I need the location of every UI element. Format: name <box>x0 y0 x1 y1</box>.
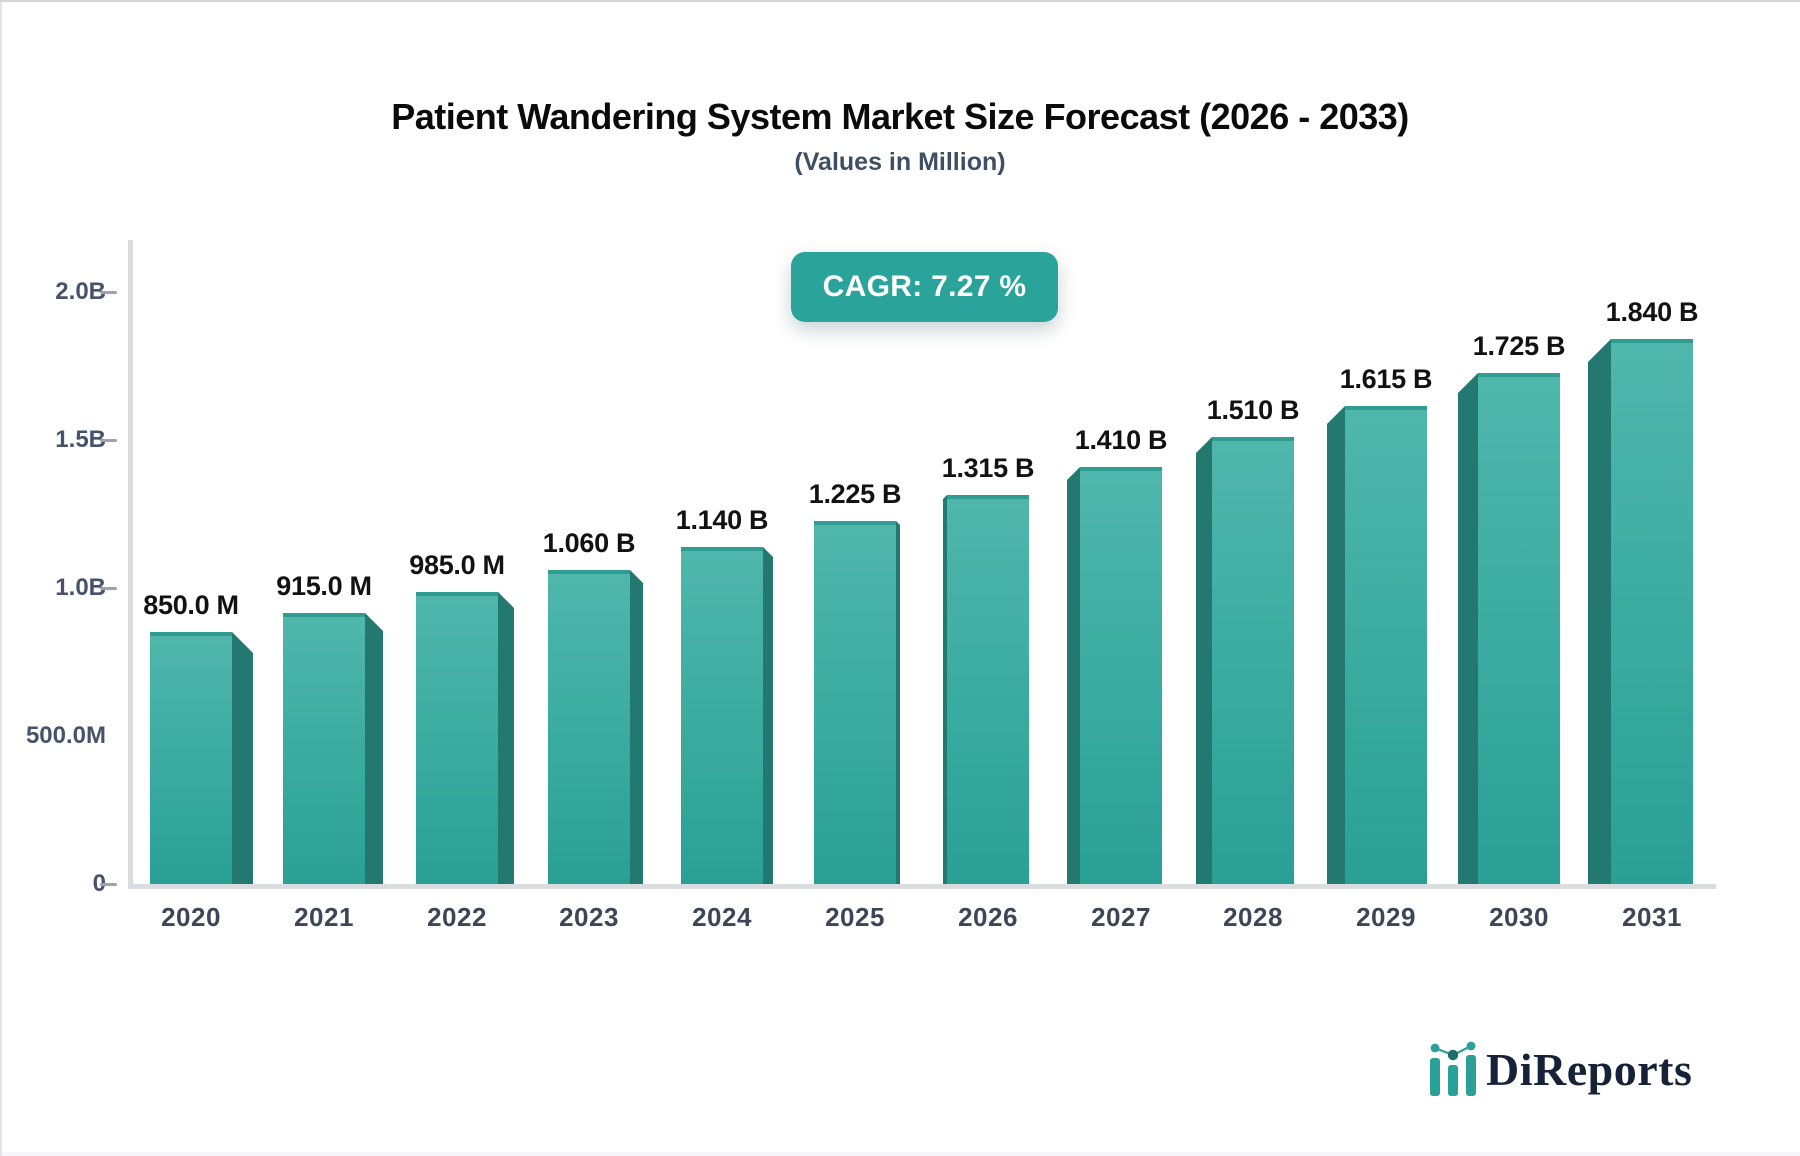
y-tick-dash <box>100 883 117 886</box>
bar-2023[interactable] <box>548 570 630 884</box>
x-axis-label-2028: 2028 <box>1223 902 1283 932</box>
bar-side-face <box>1458 373 1478 884</box>
chart-title: Patient Wandering System Market Size For… <box>391 96 1409 137</box>
bar-value-label: 1.615 B <box>1339 364 1433 394</box>
x-axis-line <box>128 884 1716 889</box>
bar-value-label: 1.140 B <box>675 505 769 535</box>
bar-2022[interactable] <box>416 592 498 884</box>
bar-value-label: 1.410 B <box>1074 425 1168 455</box>
bar-value-label: 1.840 B <box>1605 297 1699 327</box>
y-axis-line <box>128 240 133 889</box>
bar-side-face <box>232 632 253 884</box>
bar-value-label: 915.0 M <box>276 571 372 601</box>
bar-side-face <box>763 547 773 884</box>
x-axis-label-2022: 2022 <box>427 902 487 932</box>
bar-2027[interactable] <box>1080 467 1162 884</box>
bar-2029[interactable] <box>1345 406 1427 884</box>
bar-2026[interactable] <box>947 495 1029 884</box>
bar-2031[interactable] <box>1611 339 1693 884</box>
y-tick-dash <box>100 587 117 590</box>
bar-value-label: 1.225 B <box>808 479 902 509</box>
bar-value-label: 850.0 M <box>143 590 239 620</box>
x-axis-label-2025: 2025 <box>825 902 885 932</box>
bar-2021[interactable] <box>283 613 365 884</box>
x-axis-label-2029: 2029 <box>1356 902 1416 932</box>
bar-2028[interactable] <box>1212 437 1294 884</box>
x-axis-label-2020: 2020 <box>161 902 221 932</box>
bar-side-face <box>896 521 900 884</box>
x-axis-label-2031: 2031 <box>1622 902 1682 932</box>
y-tick-label: 1.5B <box>55 426 106 453</box>
brand-name: DiReports <box>1486 1044 1693 1095</box>
y-tick-label: 0 <box>6 869 106 899</box>
x-axis-label-2021: 2021 <box>294 902 354 932</box>
bar-side-face <box>1588 339 1611 884</box>
y-tick-dash <box>100 439 117 442</box>
x-axis-label-2030: 2030 <box>1489 902 1549 932</box>
x-axis-label-2023: 2023 <box>559 902 619 932</box>
bar-value-label: 1.725 B <box>1472 331 1566 361</box>
bar-2020[interactable] <box>150 632 232 884</box>
cagr-badge: CAGR: 7.27 % <box>791 252 1058 322</box>
x-axis-label-2024: 2024 <box>692 902 752 932</box>
bar-line-chart-logo-icon <box>1430 1041 1476 1096</box>
bar-side-face <box>365 613 383 884</box>
y-tick-label: 1.0B <box>55 574 106 601</box>
y-tick-label: 2.0B <box>55 278 106 305</box>
bar-value-label: 1.510 B <box>1206 395 1300 425</box>
bar-side-face <box>943 495 947 884</box>
bar-2024[interactable] <box>681 547 763 884</box>
bar-side-face <box>630 570 643 884</box>
bar-value-label: 1.315 B <box>941 453 1035 483</box>
y-tick-label: 500.0M <box>25 722 106 749</box>
bar-2025[interactable] <box>814 521 896 884</box>
bar-side-face <box>1067 467 1080 884</box>
bar-value-label: 1.060 B <box>542 528 636 558</box>
x-axis-label-2027: 2027 <box>1091 902 1151 932</box>
bar-value-label: 985.0 M <box>409 550 505 580</box>
bar-side-face <box>1196 437 1212 884</box>
y-tick-dash <box>100 291 117 294</box>
bar-2030[interactable] <box>1478 373 1560 884</box>
chart-subtitle: (Values in Million) <box>794 148 1006 176</box>
x-axis-label-2026: 2026 <box>958 902 1018 932</box>
bar-side-face <box>498 592 514 884</box>
cagr-badge-label: CAGR: 7.27 % <box>822 270 1027 303</box>
brand-logo: DiReports <box>1428 1040 1692 1100</box>
bar-side-face <box>1327 406 1345 884</box>
